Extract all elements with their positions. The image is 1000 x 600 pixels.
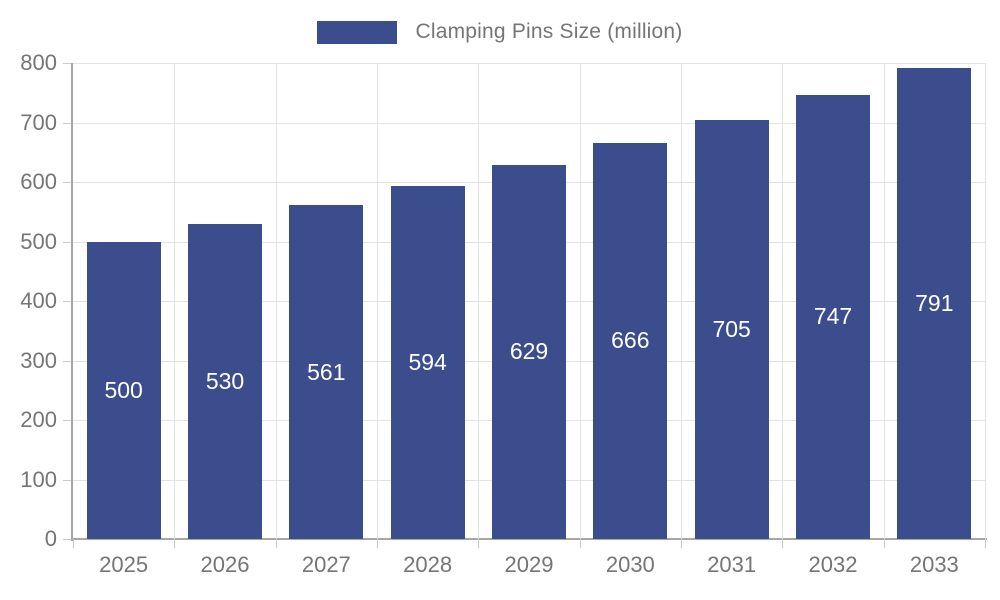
bar-value-label: 666 [611,327,650,354]
plot-area: 0 100 200 300 400 500 600 700 800 500 2025 530 2026 5… [20,50,987,577]
x-tick-label: 2033 [909,552,959,577]
x-axis-tick [174,539,176,548]
bar-value-label: 500 [104,376,143,403]
y-tick-label: 200 [20,407,57,432]
y-tick-label: 0 [44,526,57,551]
x-tick-label: 2028 [403,552,453,577]
x-axis-line [71,538,987,540]
h-gridline [73,122,985,124]
bar-2029[interactable]: 629 [492,164,566,539]
v-gridline [275,63,277,539]
y-axis-tick [63,360,71,362]
x-axis-tick [681,539,682,548]
v-gridline [174,63,176,539]
x-tick-label: 2026 [200,552,250,577]
y-tick-label: 800 [20,50,57,75]
y-tick-label: 400 [20,288,57,313]
x-tick-label: 2025 [99,552,149,577]
y-tick-label: 600 [20,169,57,194]
v-gridline [681,63,682,539]
y-axis-tick [63,479,71,481]
x-axis-tick [883,539,885,548]
bar-2032[interactable]: 747 [796,94,870,539]
legend-swatch [317,20,398,44]
y-axis-tick [63,63,71,64]
legend: Clamping Pins Size (million) [0,20,1000,44]
bar-2028[interactable]: 594 [390,185,465,539]
y-axis-tick [63,241,71,243]
legend-label: Clamping Pins Size (million) [415,20,683,43]
x-tick-label: 2031 [707,552,757,577]
y-axis-line [71,63,73,541]
v-gridline [883,63,885,539]
y-axis-tick [63,539,71,540]
bar-2025[interactable]: 500 [86,241,161,539]
bar-value-label: 791 [915,290,954,317]
bar-value-label: 594 [408,348,447,375]
y-axis-tick [63,182,71,183]
y-tick-label: 500 [20,228,57,254]
bar-2031[interactable]: 705 [694,119,769,539]
x-tick-label: 2030 [605,552,655,577]
x-axis-tick [377,539,378,548]
bar-2027[interactable]: 561 [289,205,364,539]
y-tick-label: 700 [20,109,57,135]
x-tick-label: 2029 [504,552,554,577]
y-axis-tick [63,122,71,124]
v-gridline [985,63,986,539]
x-axis-tick [985,539,986,548]
x-axis-tick [579,539,581,548]
y-axis-tick [63,301,71,302]
h-gridline [73,63,985,64]
v-gridline [579,63,581,539]
x-tick-label: 2032 [808,552,858,577]
legend-item-clamping-pins-size[interactable]: Clamping Pins Size (million) [317,20,682,44]
x-axis-tick [275,539,277,548]
x-tick-label: 2027 [301,552,351,577]
y-axis-tick [63,420,71,421]
bar-value-label: 561 [307,358,346,385]
y-tick-label: 100 [20,466,57,492]
y-tick-label: 300 [20,347,57,373]
bar-2026[interactable]: 530 [188,223,262,539]
bar-value-label: 747 [813,303,853,330]
v-gridline [377,63,378,539]
bar-2030[interactable]: 666 [593,142,668,539]
x-axis-tick [782,539,784,548]
bar-value-label: 629 [509,338,549,365]
v-gridline [478,63,480,539]
bar-2033[interactable]: 791 [897,68,972,539]
bar-value-label: 705 [712,315,751,342]
v-gridline [782,63,784,539]
x-axis-tick [478,539,480,548]
x-axis-tick [73,539,74,548]
bar-value-label: 530 [205,367,245,394]
